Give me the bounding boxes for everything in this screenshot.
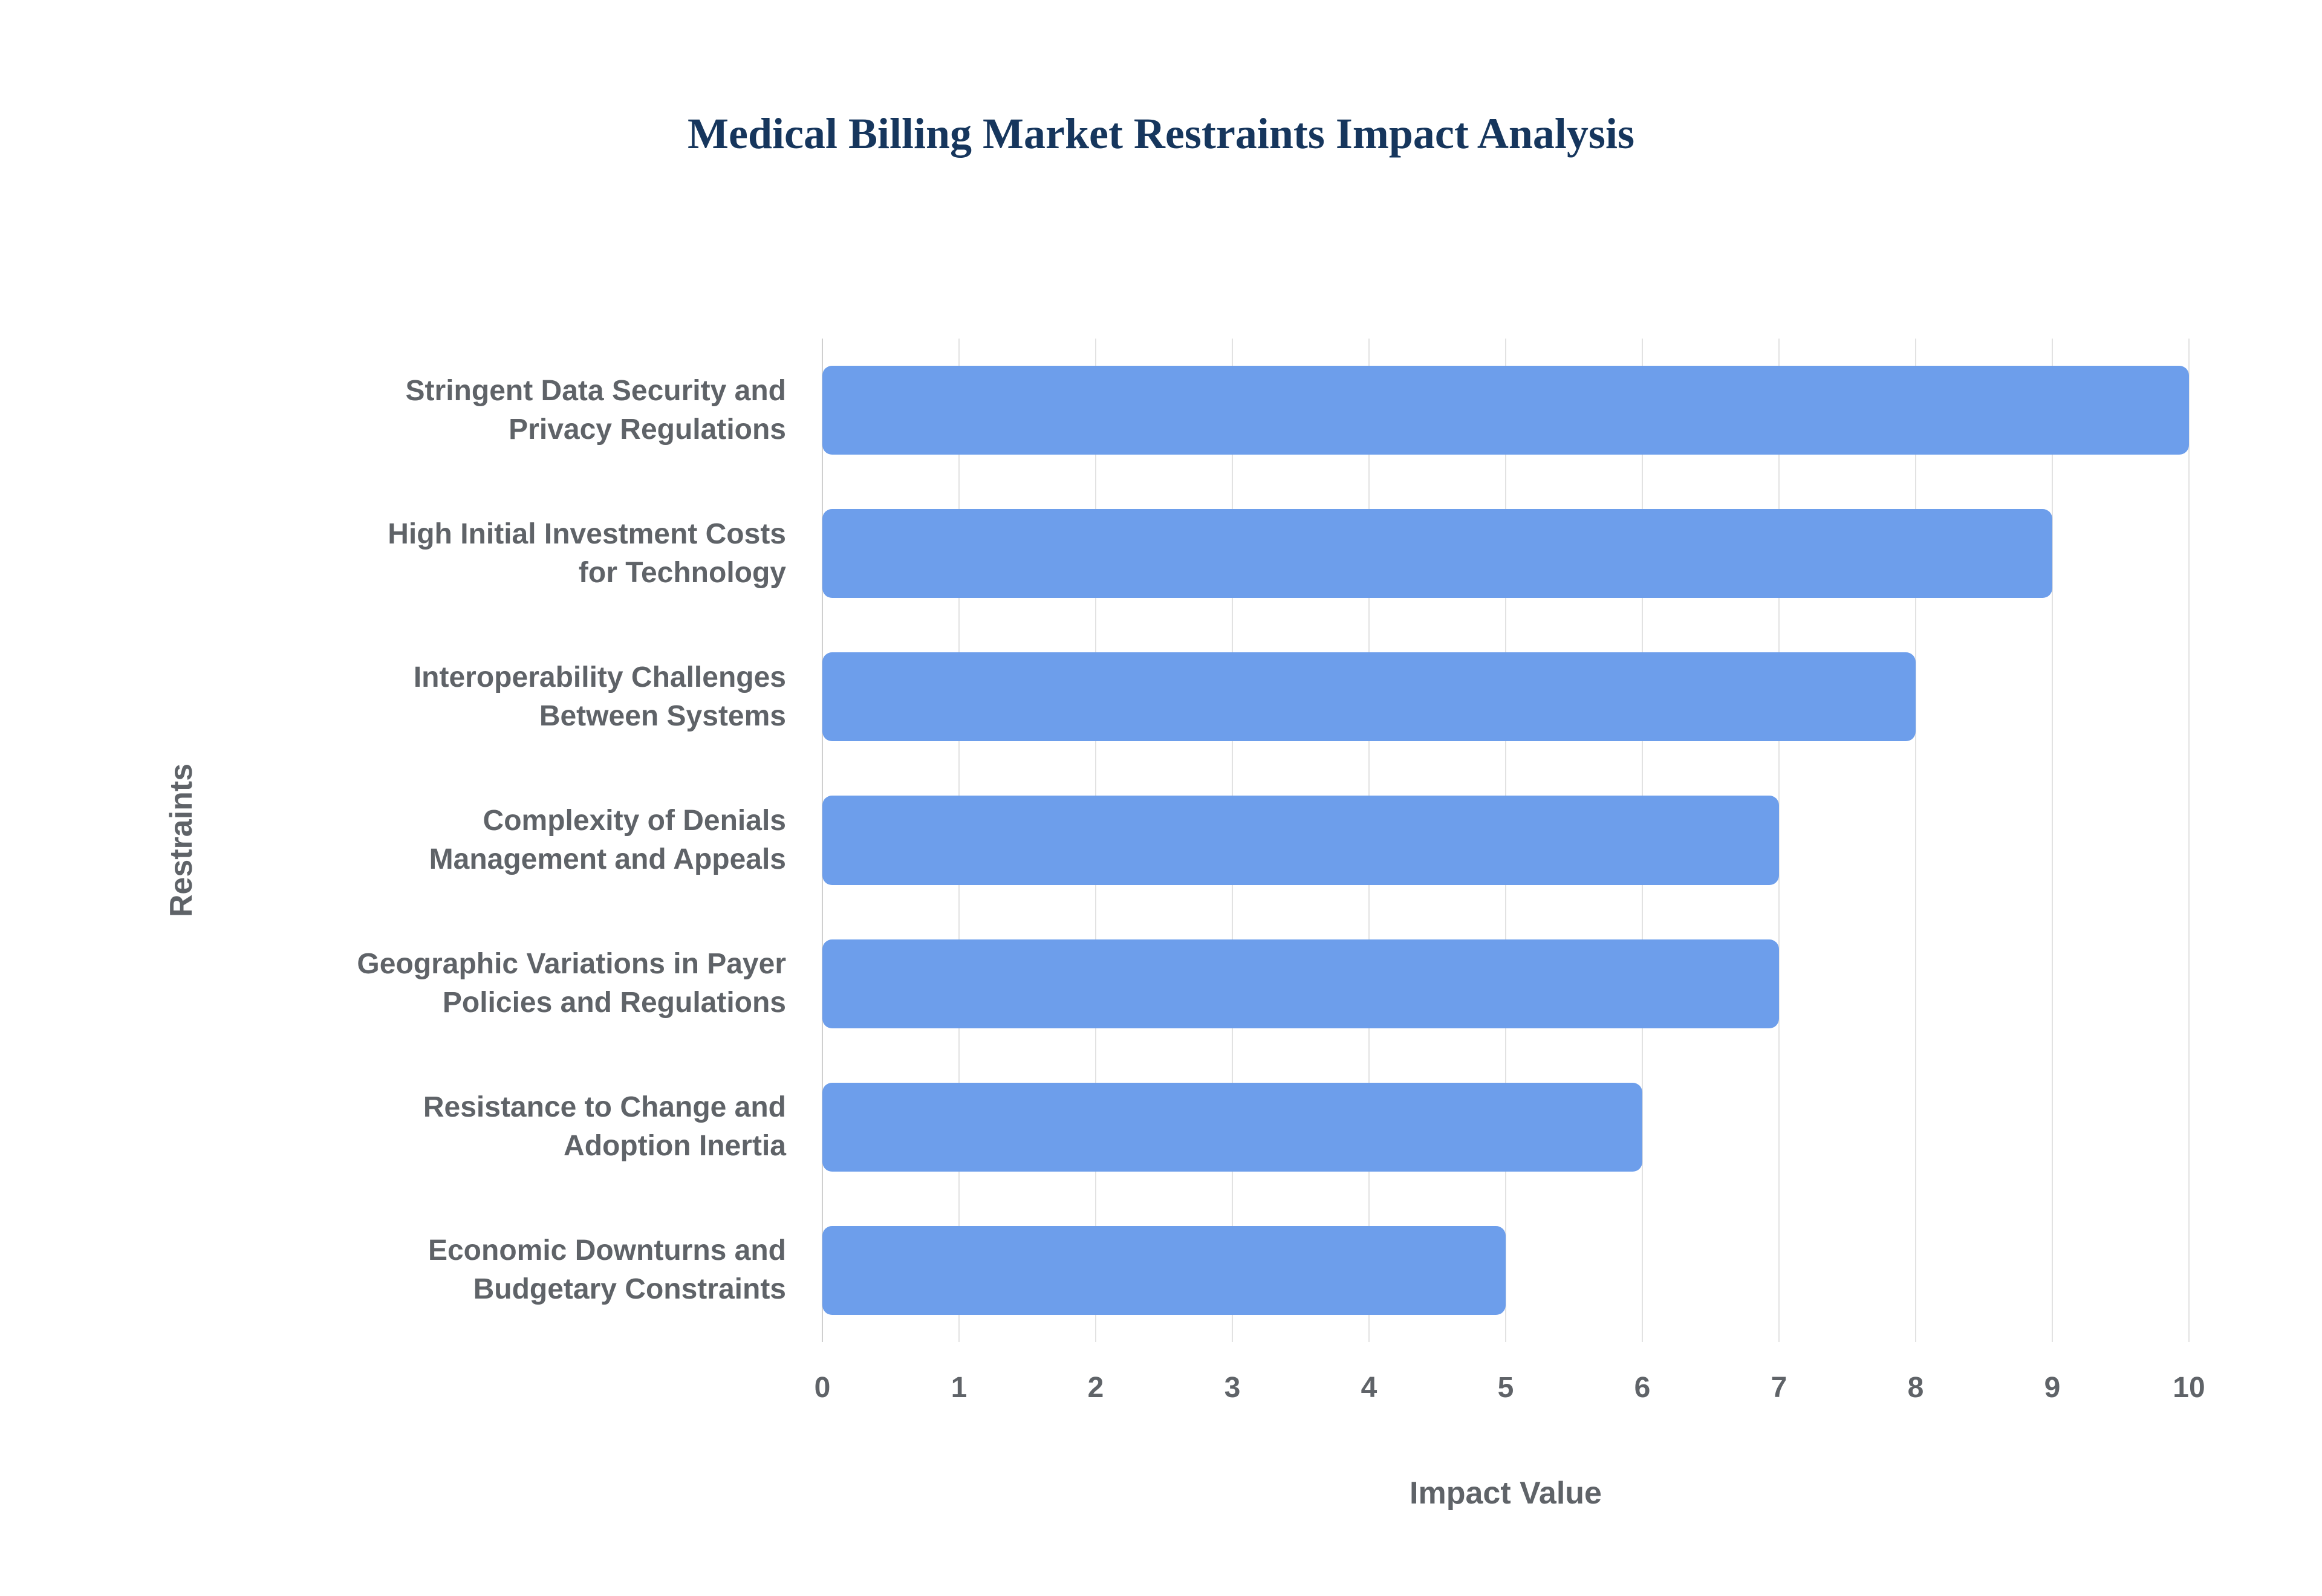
bar [822, 1082, 1642, 1172]
plot-area [822, 339, 2190, 1342]
x-tick-label: 10 [2173, 1372, 2205, 1404]
gridline [1778, 339, 1780, 1342]
bar [822, 1225, 1506, 1315]
x-tick-label: 3 [1224, 1372, 1241, 1404]
bar [822, 939, 1779, 1028]
x-tick-label: 4 [1361, 1372, 1377, 1404]
category-label: Interoperability Challenges Between Syst… [413, 661, 786, 732]
x-tick-label: 2 [1087, 1372, 1104, 1404]
x-tick-label: 1 [951, 1372, 968, 1404]
category-label: High Initial Investment Costs for Techno… [388, 517, 786, 589]
x-tick-label: 6 [1634, 1372, 1651, 1404]
x-tick-label: 8 [1907, 1372, 1924, 1404]
gridline [1915, 339, 1916, 1342]
x-tick-label: 9 [2044, 1372, 2061, 1404]
bar-row [822, 482, 2189, 625]
bar-row [822, 625, 2189, 768]
gridline [2052, 339, 2053, 1342]
bar-row [822, 1056, 2189, 1199]
y-axis-title: Restraints [164, 763, 199, 918]
bar-row [822, 912, 2189, 1056]
bar [822, 796, 1779, 885]
bar [822, 509, 2052, 598]
category-label: Stringent Data Security and Privacy Regu… [405, 374, 786, 446]
category-label: Economic Downturns and Budgetary Constra… [428, 1234, 786, 1306]
x-axis-title: Impact Value [1410, 1476, 1602, 1511]
bar [822, 652, 1916, 742]
x-tick-label: 0 [814, 1372, 831, 1404]
bar-row [822, 1199, 2189, 1342]
bars [822, 339, 2189, 1342]
x-tick-label: 7 [1771, 1372, 1787, 1404]
bar-row [822, 339, 2189, 482]
category-label: Resistance to Change and Adoption Inerti… [423, 1091, 786, 1163]
category-label: Complexity of Denials Management and App… [429, 804, 786, 875]
bar [822, 366, 2189, 455]
category-label: Geographic Variations in Payer Policies … [357, 948, 786, 1019]
y-axis-labels: Stringent Data Security and Privacy Regu… [254, 339, 786, 1342]
chart-title: Medical Billing Market Restraints Impact… [688, 109, 1634, 158]
x-axis-ticks: 0 1 2 3 4 5 6 7 8 9 10 [815, 1371, 2205, 1413]
x-tick-label: 5 [1497, 1372, 1514, 1404]
bar-row [822, 768, 2189, 912]
gridline [2188, 339, 2190, 1342]
